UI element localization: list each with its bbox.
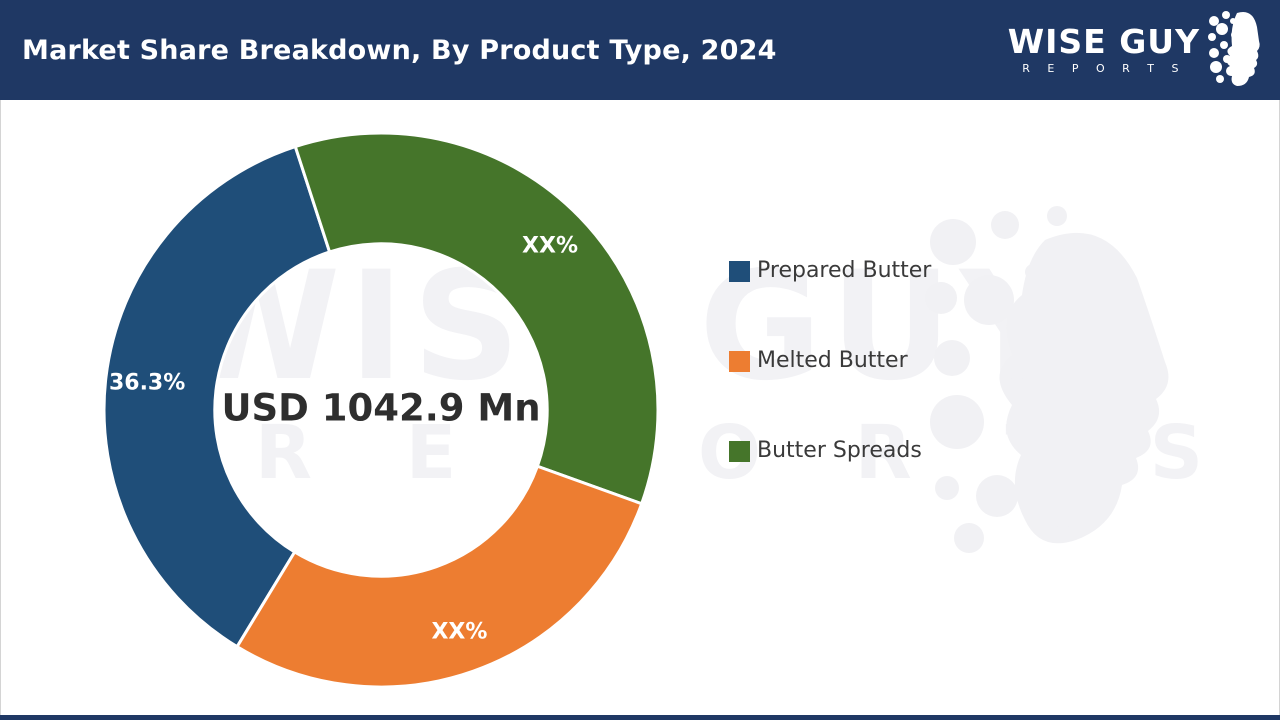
legend-item-prepared-butter: Prepared Butter [729,259,931,283]
brand-subtitle: R E P O R T S [1022,62,1186,75]
brand-name: WISE GUY [1007,22,1200,61]
legend-label: Prepared Butter [757,258,932,283]
donut-segment-melted-butter [235,464,644,689]
brand-logo-text: WISE GUY R E P O R T S [1008,25,1200,75]
donut-segment-prepared-butter [102,144,332,649]
watermark-face-icon [925,200,1185,584]
legend-swatch [729,260,750,282]
page-title: Market Share Breakdown, By Product Type,… [22,34,777,66]
legend-label: Melted Butter [757,348,908,373]
legend-item-butter-spreads: Butter Spreads [729,439,931,463]
brand-face-icon [1206,7,1262,93]
donut-center-value: USD 1042.9 Mn [221,386,541,430]
page-left-border [0,100,1,715]
slice-label-melted-butter: XX% [431,619,488,645]
legend-label: Butter Spreads [757,438,922,463]
legend-swatch [729,350,750,372]
brand-logo: WISE GUY R E P O R T S [1008,7,1262,93]
legend: Prepared Butter Melted Butter Butter Sprea… [729,259,931,529]
slice-label-prepared-butter: 36.3% [108,370,186,396]
donut-chart [102,131,660,689]
legend-item-melted-butter: Melted Butter [729,349,931,373]
legend-swatch [729,440,750,462]
header-bar: Market Share Breakdown, By Product Type,… [0,0,1280,100]
footer-bar [0,715,1280,720]
chart-area: WISE GUY R E P O R T S USD 1042.9 [0,100,1280,720]
slice-label-butter-spreads: XX% [522,233,578,259]
donut-segment-butter-spreads [293,131,660,506]
